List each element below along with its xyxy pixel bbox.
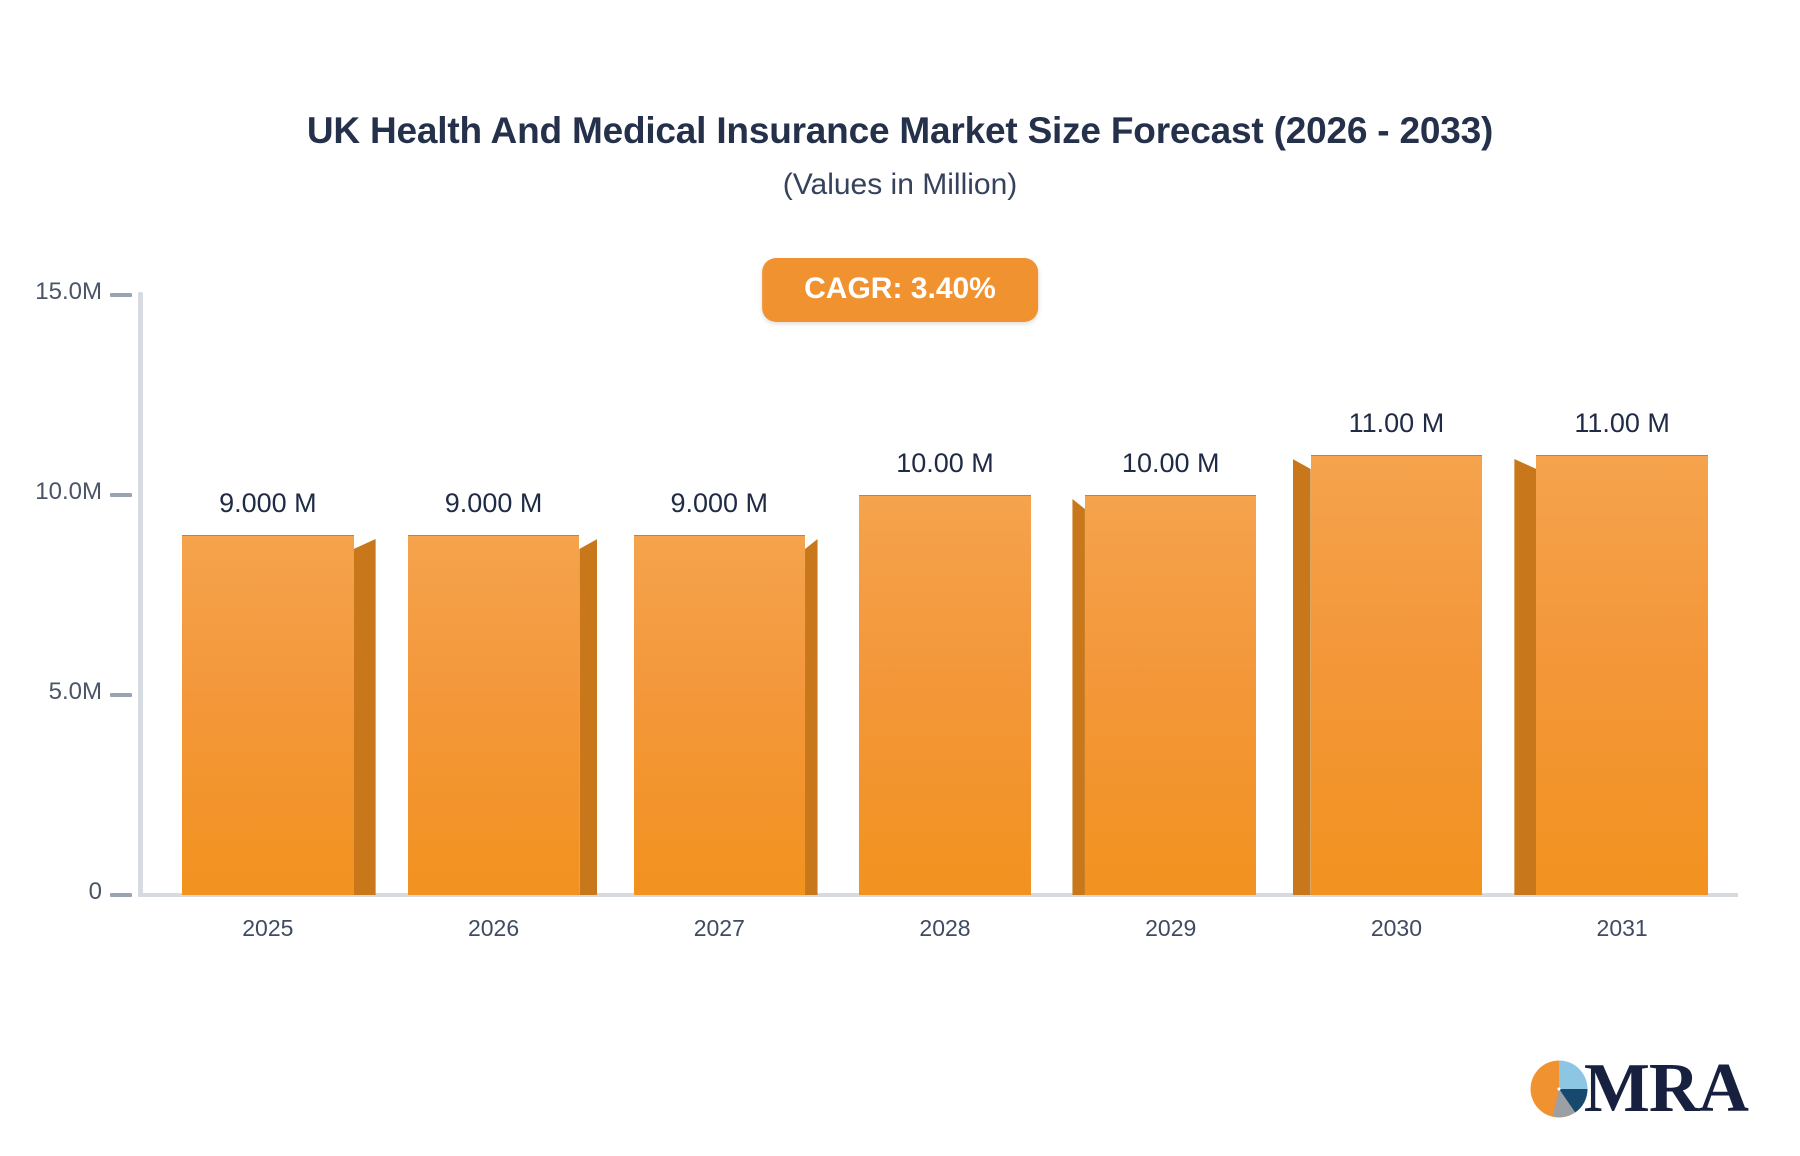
y-axis-tick-mark: [110, 293, 132, 297]
y-axis-tick-mark: [110, 693, 132, 697]
bar-value-label: 9.000 M: [670, 488, 769, 518]
y-axis-line: [138, 292, 143, 897]
pie-chart-icon: [1530, 1060, 1588, 1118]
mra-logo: MRA: [1528, 1050, 1749, 1127]
x-axis-label-2028: 2028: [919, 915, 971, 941]
bar-side-panel: [1514, 459, 1537, 895]
bar-value-label: 10.00 M: [1121, 448, 1220, 478]
x-axis-label-2027: 2027: [693, 915, 745, 941]
bar-value-label: 10.00 M: [896, 448, 994, 478]
bar-face[interactable]: [182, 535, 354, 895]
y-axis-tick-label: 0: [88, 878, 102, 905]
bar-face[interactable]: [1310, 455, 1483, 895]
bar-side-panel: [1292, 459, 1311, 895]
y-axis-tick-label: 10.0M: [35, 478, 102, 505]
x-axis-label-2031: 2031: [1596, 915, 1648, 941]
cagr-badge: CAGR: 3.40%: [762, 258, 1038, 322]
bar-face[interactable]: [1536, 455, 1708, 895]
x-axis-label-2025: 2025: [242, 915, 294, 941]
bar-face[interactable]: [633, 535, 806, 895]
bar-value-label: 9.000 M: [444, 488, 543, 518]
bar-face[interactable]: [407, 535, 580, 895]
bar-face[interactable]: [859, 495, 1031, 895]
page-title: UK Health And Medical Insurance Market S…: [306, 110, 1494, 151]
bar-side-panel: [353, 539, 376, 895]
bar-side-panel: [1072, 499, 1085, 895]
chart-subtitle: (Values in Million): [782, 168, 1018, 201]
x-axis-label-2030: 2030: [1370, 915, 1423, 941]
x-axis-label-2029: 2029: [1145, 915, 1197, 941]
y-axis-tick-mark: [110, 493, 132, 497]
x-axis-label-2026: 2026: [467, 915, 520, 941]
y-axis-tick-label: 15.0M: [35, 278, 102, 305]
bar-value-label: 11.00 M: [1574, 408, 1670, 438]
x-axis-line: [138, 893, 1738, 897]
bar-side-panel: [579, 539, 598, 895]
logo-text: MRA: [1583, 1050, 1749, 1127]
y-axis-tick-mark: [110, 893, 132, 897]
bar-value-label: 11.00 M: [1348, 408, 1445, 438]
y-axis-tick-label: 5.0M: [48, 678, 102, 705]
bar-side-panel: [805, 539, 818, 895]
bar-face[interactable]: [1084, 495, 1257, 895]
bar-value-label: 9.000 M: [219, 488, 317, 518]
